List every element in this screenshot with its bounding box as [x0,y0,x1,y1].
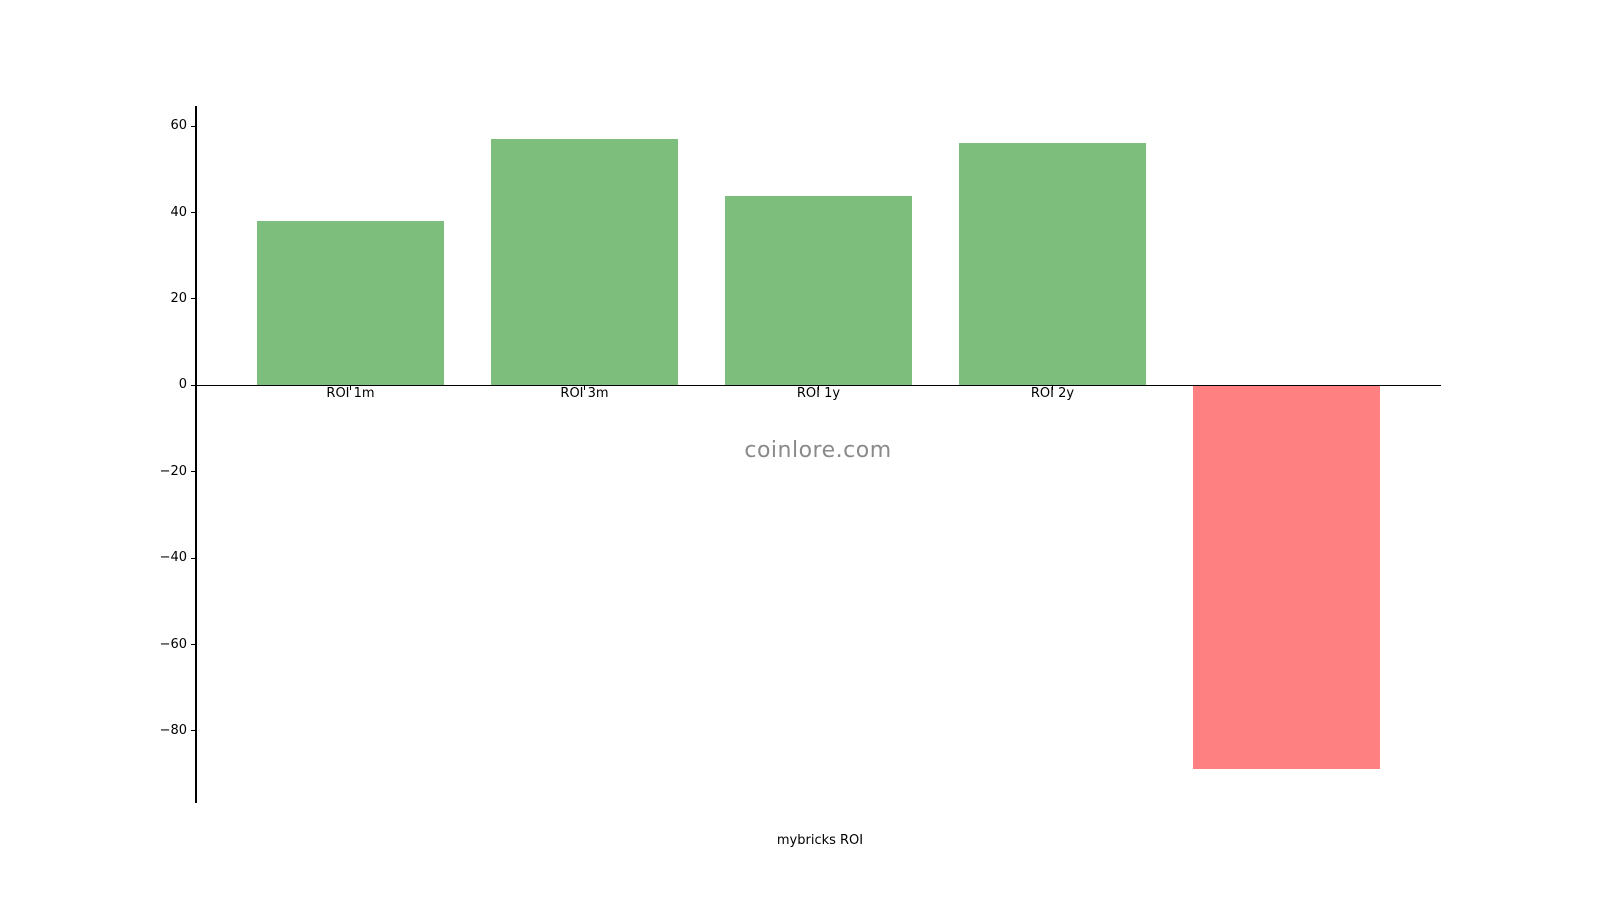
x-tick-label: ROI 2y [1030,386,1075,401]
y-tick-mark [191,557,195,559]
x-tick-label: ROI 1y [796,386,841,401]
x-axis-title: mybricks ROI [776,833,864,848]
y-tick-label: −80 [159,722,187,738]
y-tick-mark [191,211,195,214]
y-tick-mark [191,384,195,386]
y-tick-mark [191,471,195,473]
y-tick-label: 0 [178,377,187,393]
bar-roi-2y [959,143,1146,386]
y-tick-mark [191,125,195,127]
y-tick-label: 20 [170,290,187,306]
y-tick-label: 60 [170,118,187,134]
y-tick-label: −40 [159,550,187,566]
x-tick-mark [583,385,586,391]
bar-roi-1m [257,220,444,386]
x-tick-mark [1051,385,1054,391]
y-tick-label: −20 [159,463,187,479]
y-tick-mark [191,643,195,646]
y-axis-spine [195,106,197,803]
x-tick-mark [349,385,352,391]
x-tick-mark [817,385,820,391]
x-tick-label: ROI 1m [326,386,375,401]
y-tick-mark [191,298,195,300]
y-tick-label: −60 [159,636,187,652]
y-tick-mark [191,730,195,732]
bar-roi-3m [491,139,678,386]
x-tick-label: ROI 3m [560,386,609,401]
bar-roi-1y [725,195,912,386]
watermark-text: coinlore.com [744,438,892,463]
y-tick-label: 40 [170,204,187,220]
bar-unnamed [1193,385,1380,770]
x-axis-zero-line [195,384,1441,386]
